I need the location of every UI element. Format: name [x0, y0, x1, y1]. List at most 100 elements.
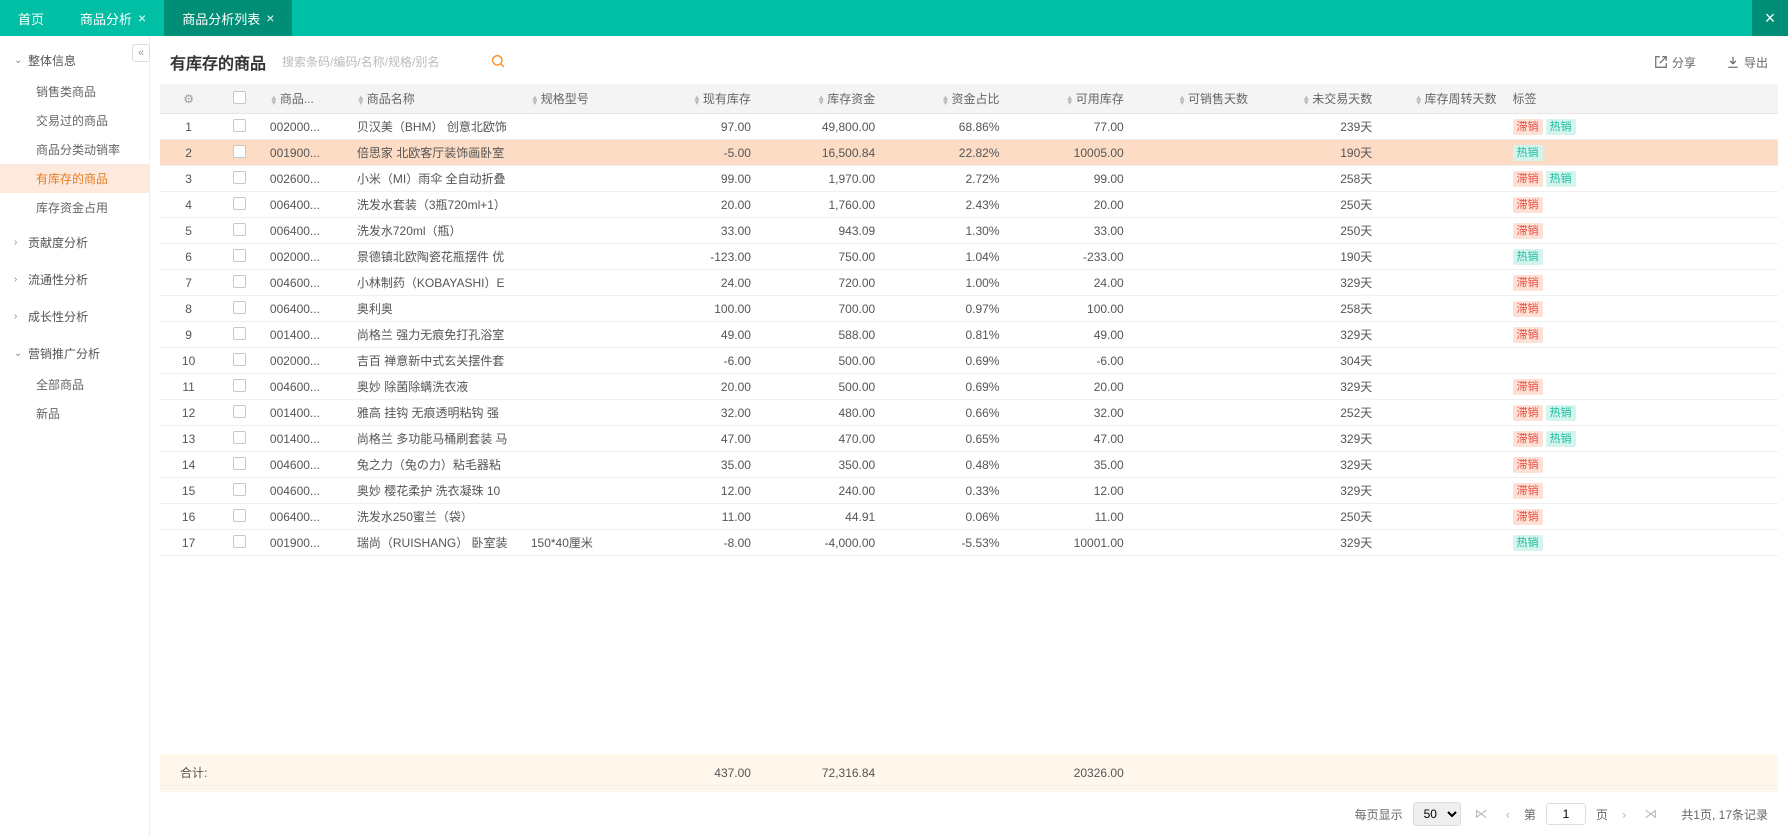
row-checkbox[interactable]: [233, 249, 246, 262]
row-checkbox[interactable]: [233, 379, 246, 392]
column-header[interactable]: ▲▼商品...: [262, 84, 349, 114]
search-icon[interactable]: [490, 53, 506, 72]
row-checkbox[interactable]: [233, 223, 246, 236]
table-row[interactable]: 8006400...奥利奥100.00700.000.97%100.00258天…: [160, 296, 1778, 322]
tab[interactable]: 商品分析列表×: [164, 0, 292, 36]
cell-code: 002000...: [262, 114, 349, 140]
sidebar-item[interactable]: 新品: [0, 399, 149, 428]
table-row[interactable]: 14004600...兔之力（兔の力）粘毛器粘35.00350.000.48%3…: [160, 452, 1778, 478]
cell-spec: [523, 322, 635, 348]
search-input[interactable]: [282, 55, 482, 69]
row-checkbox[interactable]: [233, 327, 246, 340]
export-button[interactable]: 导出: [1726, 54, 1768, 71]
pager-next-button[interactable]: ›: [1618, 807, 1630, 822]
select-all-checkbox[interactable]: [233, 91, 246, 104]
sidebar-item[interactable]: 有库存的商品: [0, 164, 149, 193]
row-checkbox[interactable]: [233, 405, 246, 418]
sidebar-group-title[interactable]: ⌄整体信息: [0, 44, 149, 77]
table-row[interactable]: 7004600...小林制药（KOBAYASHI）E24.00720.001.0…: [160, 270, 1778, 296]
tag-badge: 滞销: [1513, 223, 1543, 239]
cell-no-trade: 329天: [1256, 426, 1380, 452]
table-row[interactable]: 9001400...尚格兰 强力无痕免打孔浴室49.00588.000.81%4…: [160, 322, 1778, 348]
row-checkbox[interactable]: [233, 301, 246, 314]
table-row[interactable]: 10002000...吉百 禅意新中式玄关摆件套-6.00500.000.69%…: [160, 348, 1778, 374]
tab-close-icon[interactable]: ×: [138, 10, 146, 26]
table-row[interactable]: 6002000...景德镇北欧陶瓷花瓶摆件 优-123.00750.001.04…: [160, 244, 1778, 270]
row-checkbox[interactable]: [233, 275, 246, 288]
row-checkbox[interactable]: [233, 535, 246, 548]
column-label: 未交易天数: [1312, 92, 1372, 106]
close-all-tabs-button[interactable]: ×: [1752, 0, 1788, 36]
cell-spec: [523, 270, 635, 296]
cell-turn-days: [1380, 504, 1504, 530]
tab[interactable]: 商品分析×: [62, 0, 164, 36]
pager-last-button[interactable]: ⋊: [1640, 806, 1661, 822]
share-button[interactable]: 分享: [1654, 54, 1696, 71]
sidebar-item[interactable]: 全部商品: [0, 370, 149, 399]
cell-tags: 热销: [1505, 140, 1778, 166]
table-row[interactable]: 11004600...奥妙 除菌除螨洗衣液20.00500.000.69%20.…: [160, 374, 1778, 400]
row-checkbox[interactable]: [233, 145, 246, 158]
tag-badge: 滞销: [1513, 379, 1543, 395]
cell-name: 洗发水720ml（瓶）: [349, 218, 523, 244]
tab-close-icon[interactable]: ×: [266, 10, 274, 26]
column-header[interactable]: ▲▼可销售天数: [1132, 84, 1256, 114]
row-checkbox[interactable]: [233, 353, 246, 366]
sort-icon: ▲▼: [357, 95, 365, 105]
tag-badge: 滞销: [1513, 509, 1543, 525]
row-checkbox[interactable]: [233, 457, 246, 470]
sidebar-item[interactable]: 销售类商品: [0, 77, 149, 106]
cell-name: 贝汉美（BHM） 创意北欧饰: [349, 114, 523, 140]
table-row[interactable]: 15004600...奥妙 樱花柔护 洗衣凝珠 1012.00240.000.3…: [160, 478, 1778, 504]
sidebar-item[interactable]: 商品分类动销率: [0, 135, 149, 164]
page-suffix: 页: [1596, 806, 1608, 823]
sidebar-group-title[interactable]: ⌄营销推广分析: [0, 337, 149, 370]
pager-prev-button[interactable]: ‹: [1502, 807, 1514, 822]
cell-code: 001900...: [262, 530, 349, 556]
cell-ratio: 0.65%: [883, 426, 1007, 452]
sidebar-item[interactable]: 库存资金占用: [0, 193, 149, 222]
cell-code: 001400...: [262, 322, 349, 348]
table-row[interactable]: 5006400...洗发水720ml（瓶）33.00943.091.30%33.…: [160, 218, 1778, 244]
table-row[interactable]: 12001400...雅高 挂钩 无痕透明粘钩 强32.00480.000.66…: [160, 400, 1778, 426]
pager-first-button[interactable]: ⋉: [1471, 806, 1492, 822]
sidebar: « ⌄整体信息销售类商品交易过的商品商品分类动销率有库存的商品库存资金占用 ›贡献…: [0, 36, 150, 836]
per-page-select[interactable]: 50: [1413, 802, 1461, 826]
sidebar-group-title[interactable]: ›贡献度分析: [0, 226, 149, 259]
table-row[interactable]: 2001900...倍思家 北欧客厅装饰画卧室-5.0016,500.8422.…: [160, 140, 1778, 166]
table-row[interactable]: 13001400...尚格兰 多功能马桶刷套装 马47.00470.000.65…: [160, 426, 1778, 452]
sidebar-item[interactable]: 交易过的商品: [0, 106, 149, 135]
column-header[interactable]: ▲▼未交易天数: [1256, 84, 1380, 114]
cell-checkbox: [217, 426, 262, 452]
row-checkbox[interactable]: [233, 197, 246, 210]
gear-icon[interactable]: ⚙: [183, 92, 194, 106]
column-header[interactable]: ▲▼规格型号: [523, 84, 635, 114]
cell-name: 尚格兰 强力无痕免打孔浴室: [349, 322, 523, 348]
table-row[interactable]: 17001900...瑞尚（RUISHANG） 卧室装150*40厘米-8.00…: [160, 530, 1778, 556]
cell-checkbox: [217, 504, 262, 530]
table-row[interactable]: 16006400...洗发水250蜜兰（袋）11.0044.910.06%11.…: [160, 504, 1778, 530]
sidebar-group-title[interactable]: ›成长性分析: [0, 300, 149, 333]
tab[interactable]: 首页: [0, 0, 62, 36]
column-header[interactable]: ▲▼资金占比: [883, 84, 1007, 114]
row-checkbox[interactable]: [233, 509, 246, 522]
row-checkbox[interactable]: [233, 171, 246, 184]
sidebar-collapse-button[interactable]: «: [132, 44, 150, 62]
column-header[interactable]: ▲▼库存周转天数: [1380, 84, 1504, 114]
table-row[interactable]: 3002600...小米（MI）雨伞 全自动折叠99.001,970.002.7…: [160, 166, 1778, 192]
page-input[interactable]: [1546, 803, 1586, 825]
cell-turn-days: [1380, 296, 1504, 322]
column-header[interactable]: ▲▼可用库存: [1007, 84, 1131, 114]
cell-turn-days: [1380, 166, 1504, 192]
row-checkbox[interactable]: [233, 431, 246, 444]
row-checkbox[interactable]: [233, 483, 246, 496]
row-checkbox[interactable]: [233, 119, 246, 132]
cell-ratio: 0.48%: [883, 452, 1007, 478]
column-header[interactable]: ▲▼商品名称: [349, 84, 523, 114]
table-row[interactable]: 4006400...洗发水套装（3瓶720ml+1）20.001,760.002…: [160, 192, 1778, 218]
cell-index: 4: [160, 192, 217, 218]
column-header[interactable]: ▲▼现有库存: [635, 84, 759, 114]
column-header[interactable]: ▲▼库存资金: [759, 84, 883, 114]
sidebar-group-title[interactable]: ›流通性分析: [0, 263, 149, 296]
table-row[interactable]: 1002000...贝汉美（BHM） 创意北欧饰97.0049,800.0068…: [160, 114, 1778, 140]
